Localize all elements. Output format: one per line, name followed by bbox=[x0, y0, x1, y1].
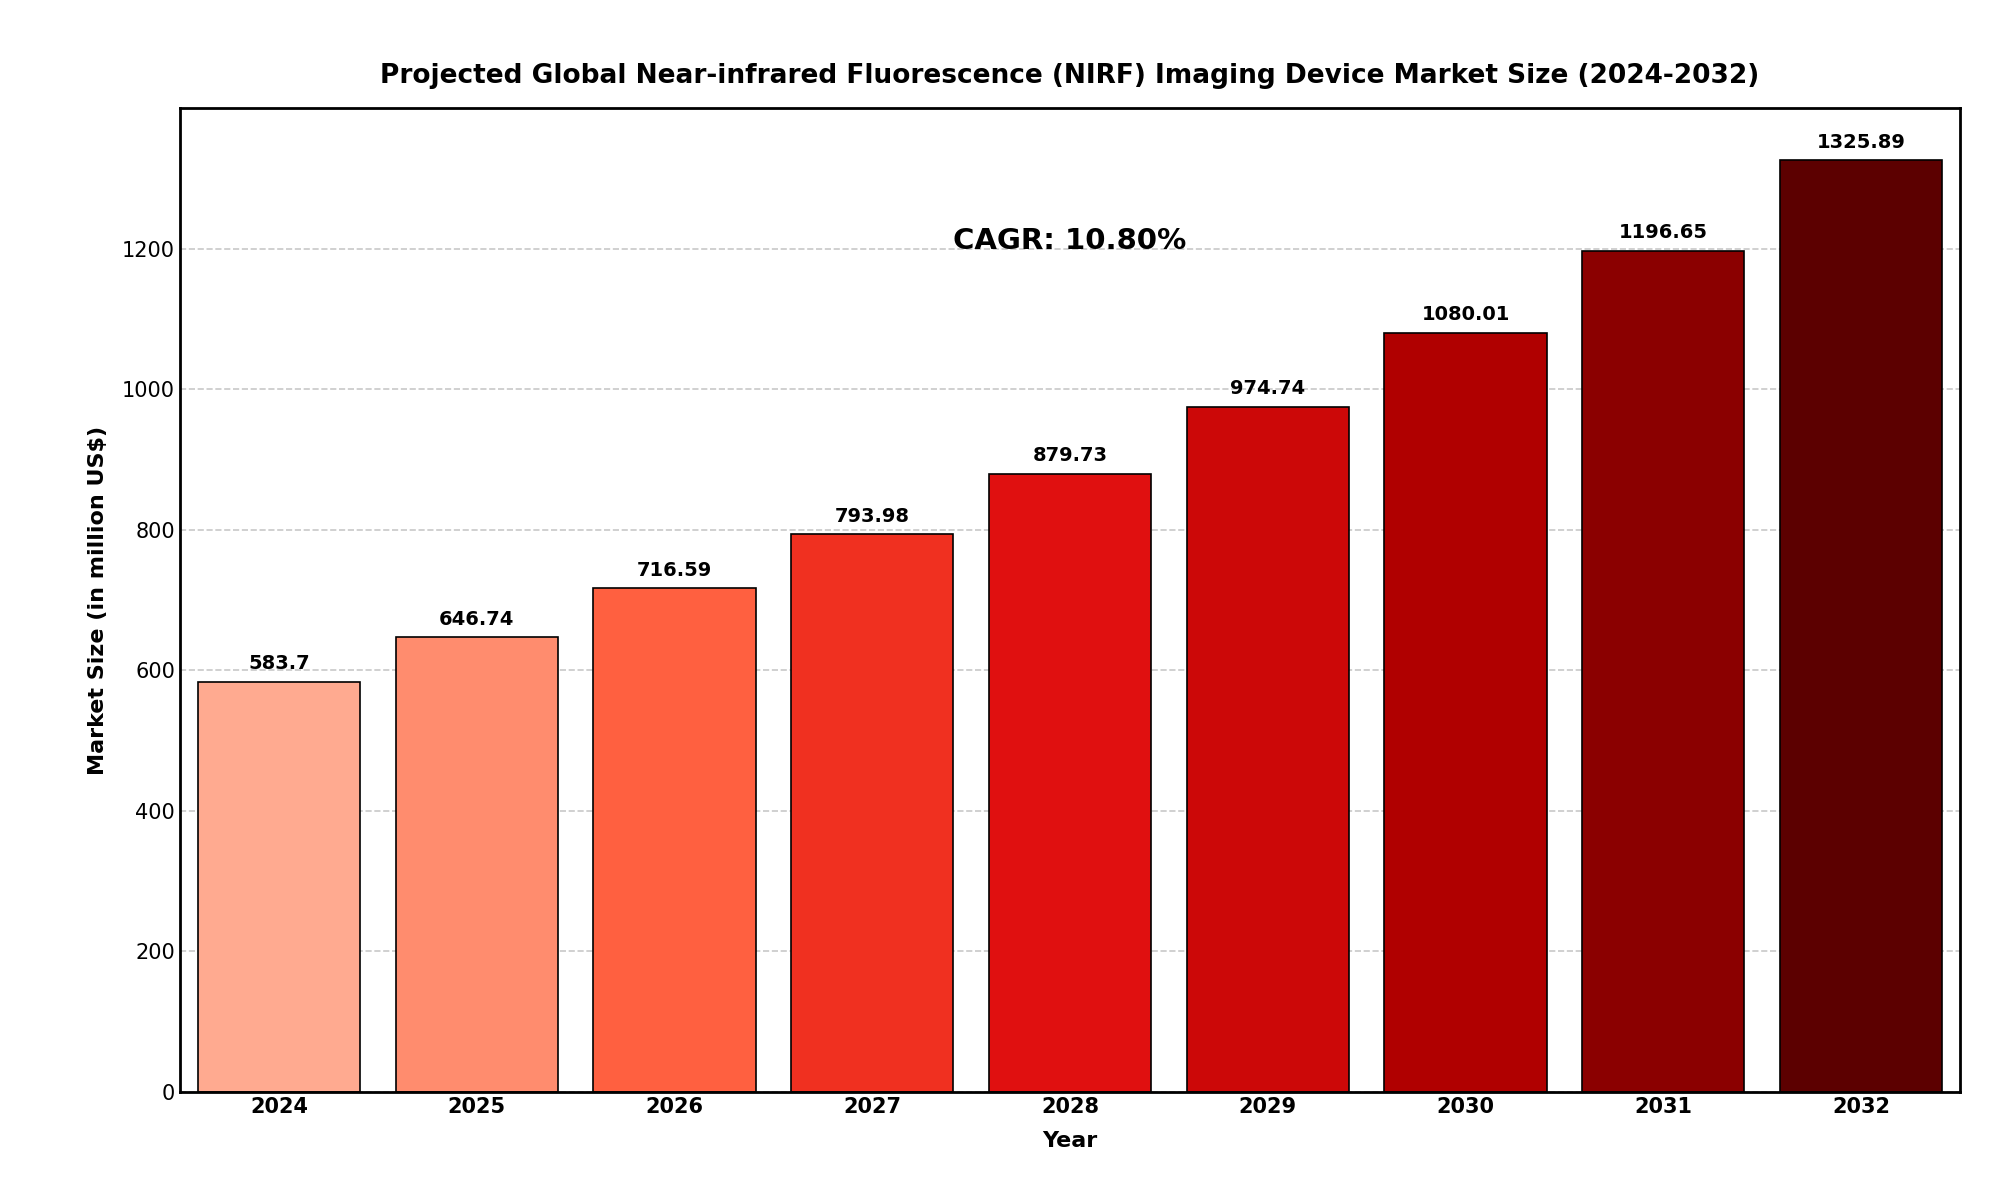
Title: Projected Global Near-infrared Fluorescence (NIRF) Imaging Device Market Size (2: Projected Global Near-infrared Fluoresce… bbox=[380, 62, 1760, 89]
Text: 1325.89: 1325.89 bbox=[1816, 133, 1906, 151]
Y-axis label: Market Size (in million US$): Market Size (in million US$) bbox=[88, 426, 108, 774]
Bar bbox=[594, 588, 756, 1092]
Bar bbox=[792, 534, 954, 1092]
Text: 1080.01: 1080.01 bbox=[1422, 306, 1510, 324]
Bar bbox=[198, 682, 360, 1092]
Text: 716.59: 716.59 bbox=[636, 560, 712, 580]
X-axis label: Year: Year bbox=[1042, 1130, 1098, 1151]
Text: 1196.65: 1196.65 bbox=[1618, 223, 1708, 242]
Bar bbox=[988, 474, 1152, 1092]
Text: 583.7: 583.7 bbox=[248, 654, 310, 673]
Bar bbox=[1384, 332, 1546, 1092]
Text: CAGR: 10.80%: CAGR: 10.80% bbox=[954, 227, 1186, 254]
Bar bbox=[396, 637, 558, 1092]
Text: 793.98: 793.98 bbox=[834, 506, 910, 526]
Bar bbox=[1582, 251, 1744, 1092]
Bar bbox=[1186, 407, 1348, 1092]
Text: 879.73: 879.73 bbox=[1032, 446, 1108, 466]
Bar bbox=[1780, 160, 1942, 1092]
Text: 646.74: 646.74 bbox=[438, 610, 514, 629]
Text: 974.74: 974.74 bbox=[1230, 379, 1306, 398]
